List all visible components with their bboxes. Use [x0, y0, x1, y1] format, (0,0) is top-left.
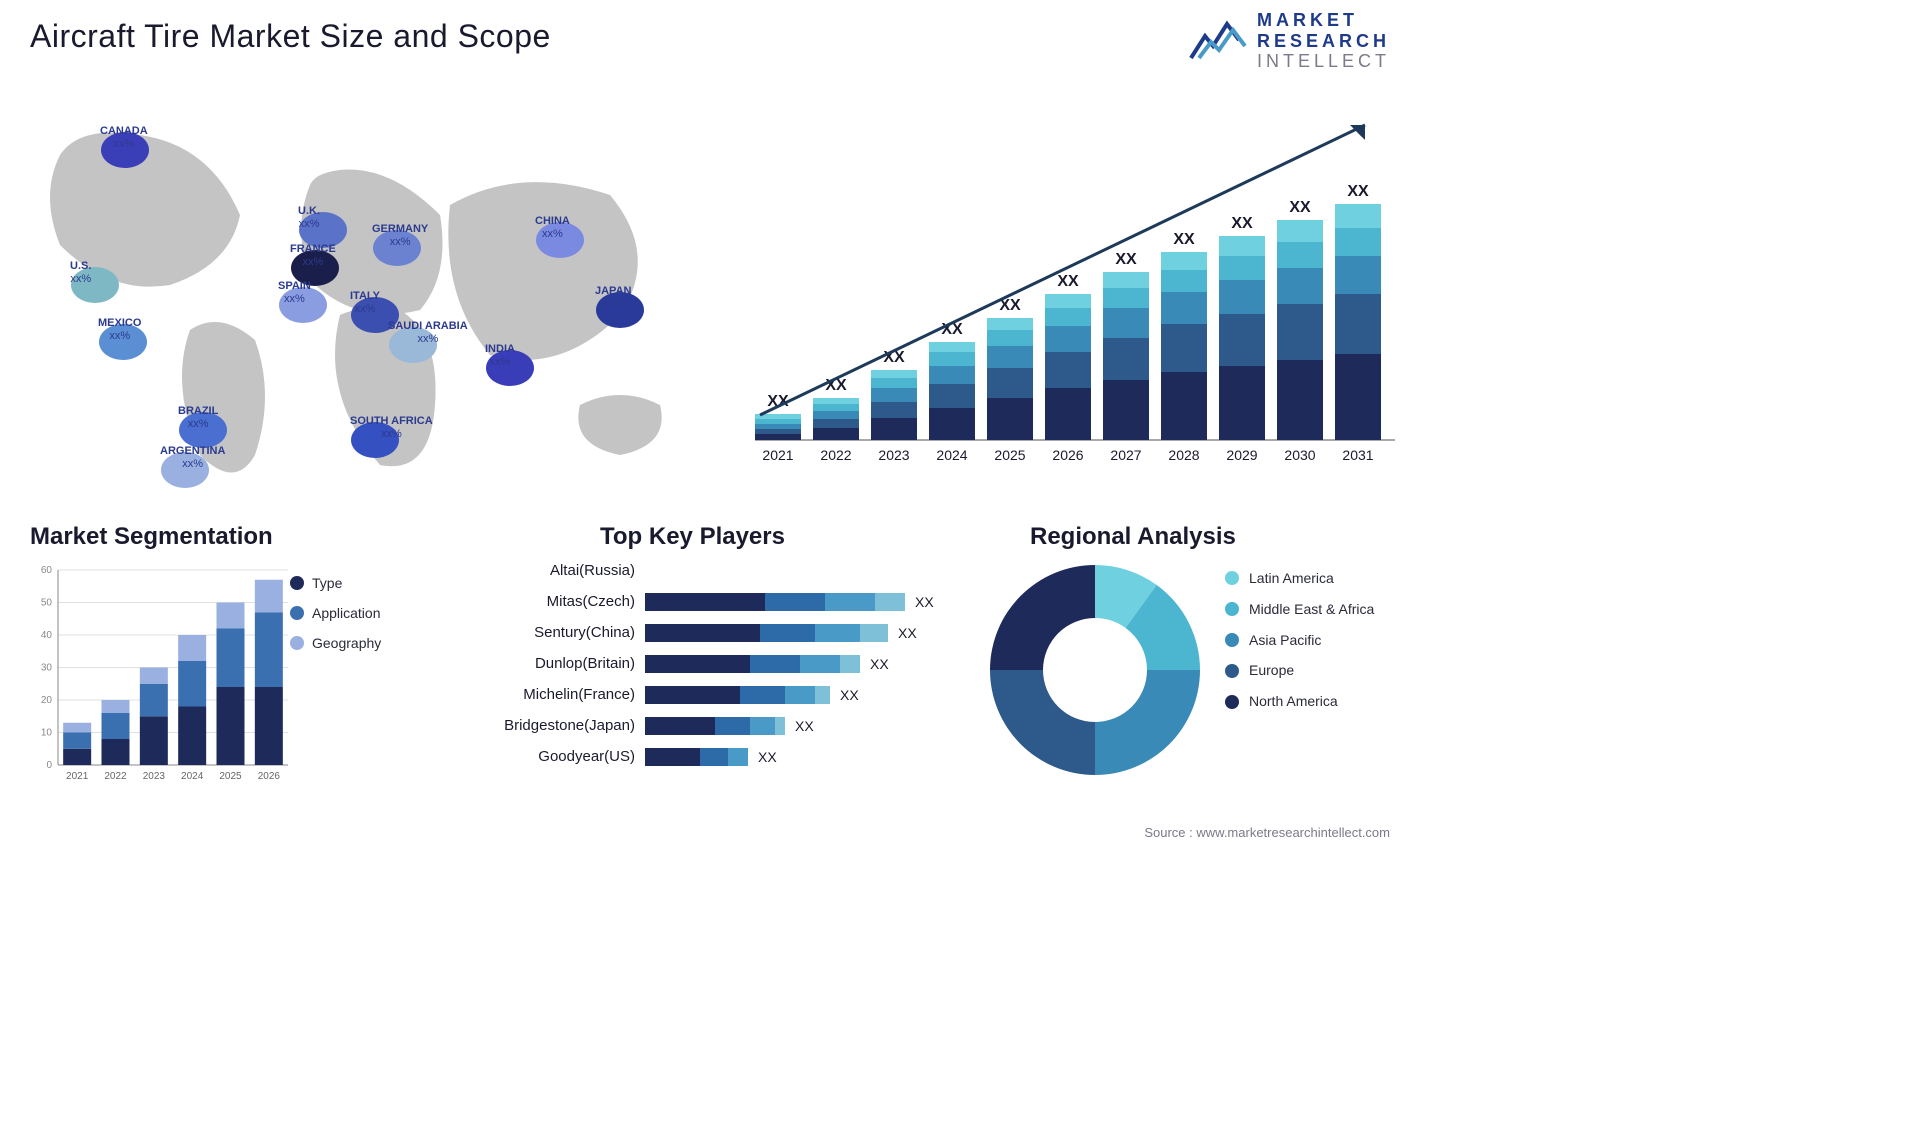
- player-bar: [645, 717, 785, 735]
- world-map: CANADAxx% U.S.xx% MEXICOxx% BRAZILxx% ARGENT…: [20, 95, 710, 495]
- map-label-argentina: ARGENTINAxx%: [160, 445, 225, 470]
- svg-text:XX: XX: [1289, 199, 1311, 216]
- svg-text:20: 20: [41, 695, 53, 706]
- logo-line-2: RESEARCH: [1257, 31, 1390, 52]
- svg-text:2031: 2031: [1342, 447, 1373, 463]
- logo-line-1: MARKET: [1257, 10, 1390, 31]
- svg-text:XX: XX: [1231, 215, 1253, 232]
- forecast-chart: XX2021XX2022XX2023XX2024XX2025XX2026XX20…: [745, 95, 1400, 475]
- segmentation-title: Market Segmentation: [30, 523, 273, 551]
- svg-text:2024: 2024: [936, 447, 967, 463]
- map-label-south-africa: SOUTH AFRICAxx%: [350, 415, 433, 440]
- logo-icon: [1189, 16, 1247, 66]
- players-title: Top Key Players: [600, 523, 785, 551]
- player-value: XX: [898, 625, 917, 641]
- player-row: Goodyear(US) XX: [475, 741, 975, 772]
- page-title: Aircraft Tire Market Size and Scope: [30, 18, 551, 55]
- svg-text:XX: XX: [1173, 231, 1195, 248]
- player-name: Altai(Russia): [475, 562, 645, 579]
- player-bar: [645, 655, 860, 673]
- seg-legend-item: Application: [290, 605, 381, 621]
- player-bar: [645, 686, 830, 704]
- region-legend-item: Asia Pacific: [1225, 632, 1374, 649]
- svg-text:2021: 2021: [66, 771, 89, 782]
- svg-text:XX: XX: [1115, 251, 1137, 268]
- svg-text:10: 10: [41, 728, 53, 739]
- svg-text:60: 60: [41, 565, 53, 576]
- player-value: XX: [840, 687, 859, 703]
- player-row: Altai(Russia): [475, 555, 975, 586]
- map-label-u-s-: U.S.xx%: [70, 260, 91, 285]
- player-value: XX: [870, 656, 889, 672]
- svg-text:2028: 2028: [1168, 447, 1199, 463]
- map-label-saudi-arabia: SAUDI ARABIAxx%: [388, 320, 468, 345]
- player-name: Dunlop(Britain): [475, 655, 645, 672]
- key-players-chart: Altai(Russia)Mitas(Czech)XXSentury(China…: [475, 555, 975, 772]
- map-label-france: FRANCExx%: [290, 243, 336, 268]
- player-value: XX: [795, 718, 814, 734]
- svg-text:XX: XX: [1057, 273, 1079, 290]
- regional-legend: Latin America Middle East & Africa Asia Pa…: [1225, 570, 1374, 724]
- player-row: Sentury(China) XX: [475, 617, 975, 648]
- player-row: Mitas(Czech) XX: [475, 586, 975, 617]
- regional-donut: [980, 555, 1210, 785]
- svg-text:40: 40: [41, 630, 53, 641]
- svg-text:2030: 2030: [1284, 447, 1315, 463]
- region-legend-item: Europe: [1225, 662, 1374, 679]
- region-legend-item: North America: [1225, 693, 1374, 710]
- map-label-u-k-: U.K.xx%: [298, 205, 320, 230]
- svg-text:50: 50: [41, 598, 53, 609]
- region-legend-item: Latin America: [1225, 570, 1374, 587]
- player-name: Sentury(China): [475, 624, 645, 641]
- player-bar: [645, 593, 905, 611]
- svg-text:2025: 2025: [994, 447, 1025, 463]
- player-name: Goodyear(US): [475, 748, 645, 765]
- player-name: Bridgestone(Japan): [475, 717, 645, 734]
- player-row: Michelin(France) XX: [475, 679, 975, 710]
- svg-text:0: 0: [46, 760, 52, 771]
- logo-line-3: INTELLECT: [1257, 51, 1390, 72]
- region-legend-item: Middle East & Africa: [1225, 601, 1374, 618]
- player-value: XX: [915, 594, 934, 610]
- svg-text:2027: 2027: [1110, 447, 1141, 463]
- map-label-spain: SPAINxx%: [278, 280, 311, 305]
- svg-text:2023: 2023: [143, 771, 166, 782]
- svg-text:2024: 2024: [181, 771, 204, 782]
- svg-text:2023: 2023: [878, 447, 909, 463]
- map-label-germany: GERMANYxx%: [372, 223, 428, 248]
- brand-logo: MARKET RESEARCH INTELLECT: [1189, 10, 1390, 72]
- player-name: Michelin(France): [475, 686, 645, 703]
- map-label-mexico: MEXICOxx%: [98, 317, 141, 342]
- svg-text:2026: 2026: [1052, 447, 1083, 463]
- player-name: Mitas(Czech): [475, 593, 645, 610]
- player-bar: [645, 748, 748, 766]
- seg-legend-item: Type: [290, 575, 381, 591]
- map-label-india: INDIAxx%: [485, 343, 515, 368]
- source-attribution: Source : www.marketresearchintellect.com: [1144, 825, 1390, 840]
- player-row: Bridgestone(Japan) XX: [475, 710, 975, 741]
- player-row: Dunlop(Britain) XX: [475, 648, 975, 679]
- svg-text:2021: 2021: [762, 447, 793, 463]
- map-label-brazil: BRAZILxx%: [178, 405, 218, 430]
- player-value: XX: [758, 749, 777, 765]
- svg-text:30: 30: [41, 663, 53, 674]
- svg-text:2025: 2025: [219, 771, 242, 782]
- svg-text:2022: 2022: [820, 447, 851, 463]
- player-bar: [645, 624, 888, 642]
- svg-text:2029: 2029: [1226, 447, 1257, 463]
- map-label-italy: ITALYxx%: [350, 290, 380, 315]
- regional-title: Regional Analysis: [1030, 523, 1236, 551]
- svg-text:2026: 2026: [258, 771, 281, 782]
- svg-text:XX: XX: [1347, 183, 1369, 200]
- map-label-japan: JAPANxx%: [595, 285, 631, 310]
- segmentation-legend: Type Application Geography: [290, 575, 381, 665]
- map-label-canada: CANADAxx%: [100, 125, 148, 150]
- svg-text:2022: 2022: [104, 771, 127, 782]
- map-label-china: CHINAxx%: [535, 215, 570, 240]
- seg-legend-item: Geography: [290, 635, 381, 651]
